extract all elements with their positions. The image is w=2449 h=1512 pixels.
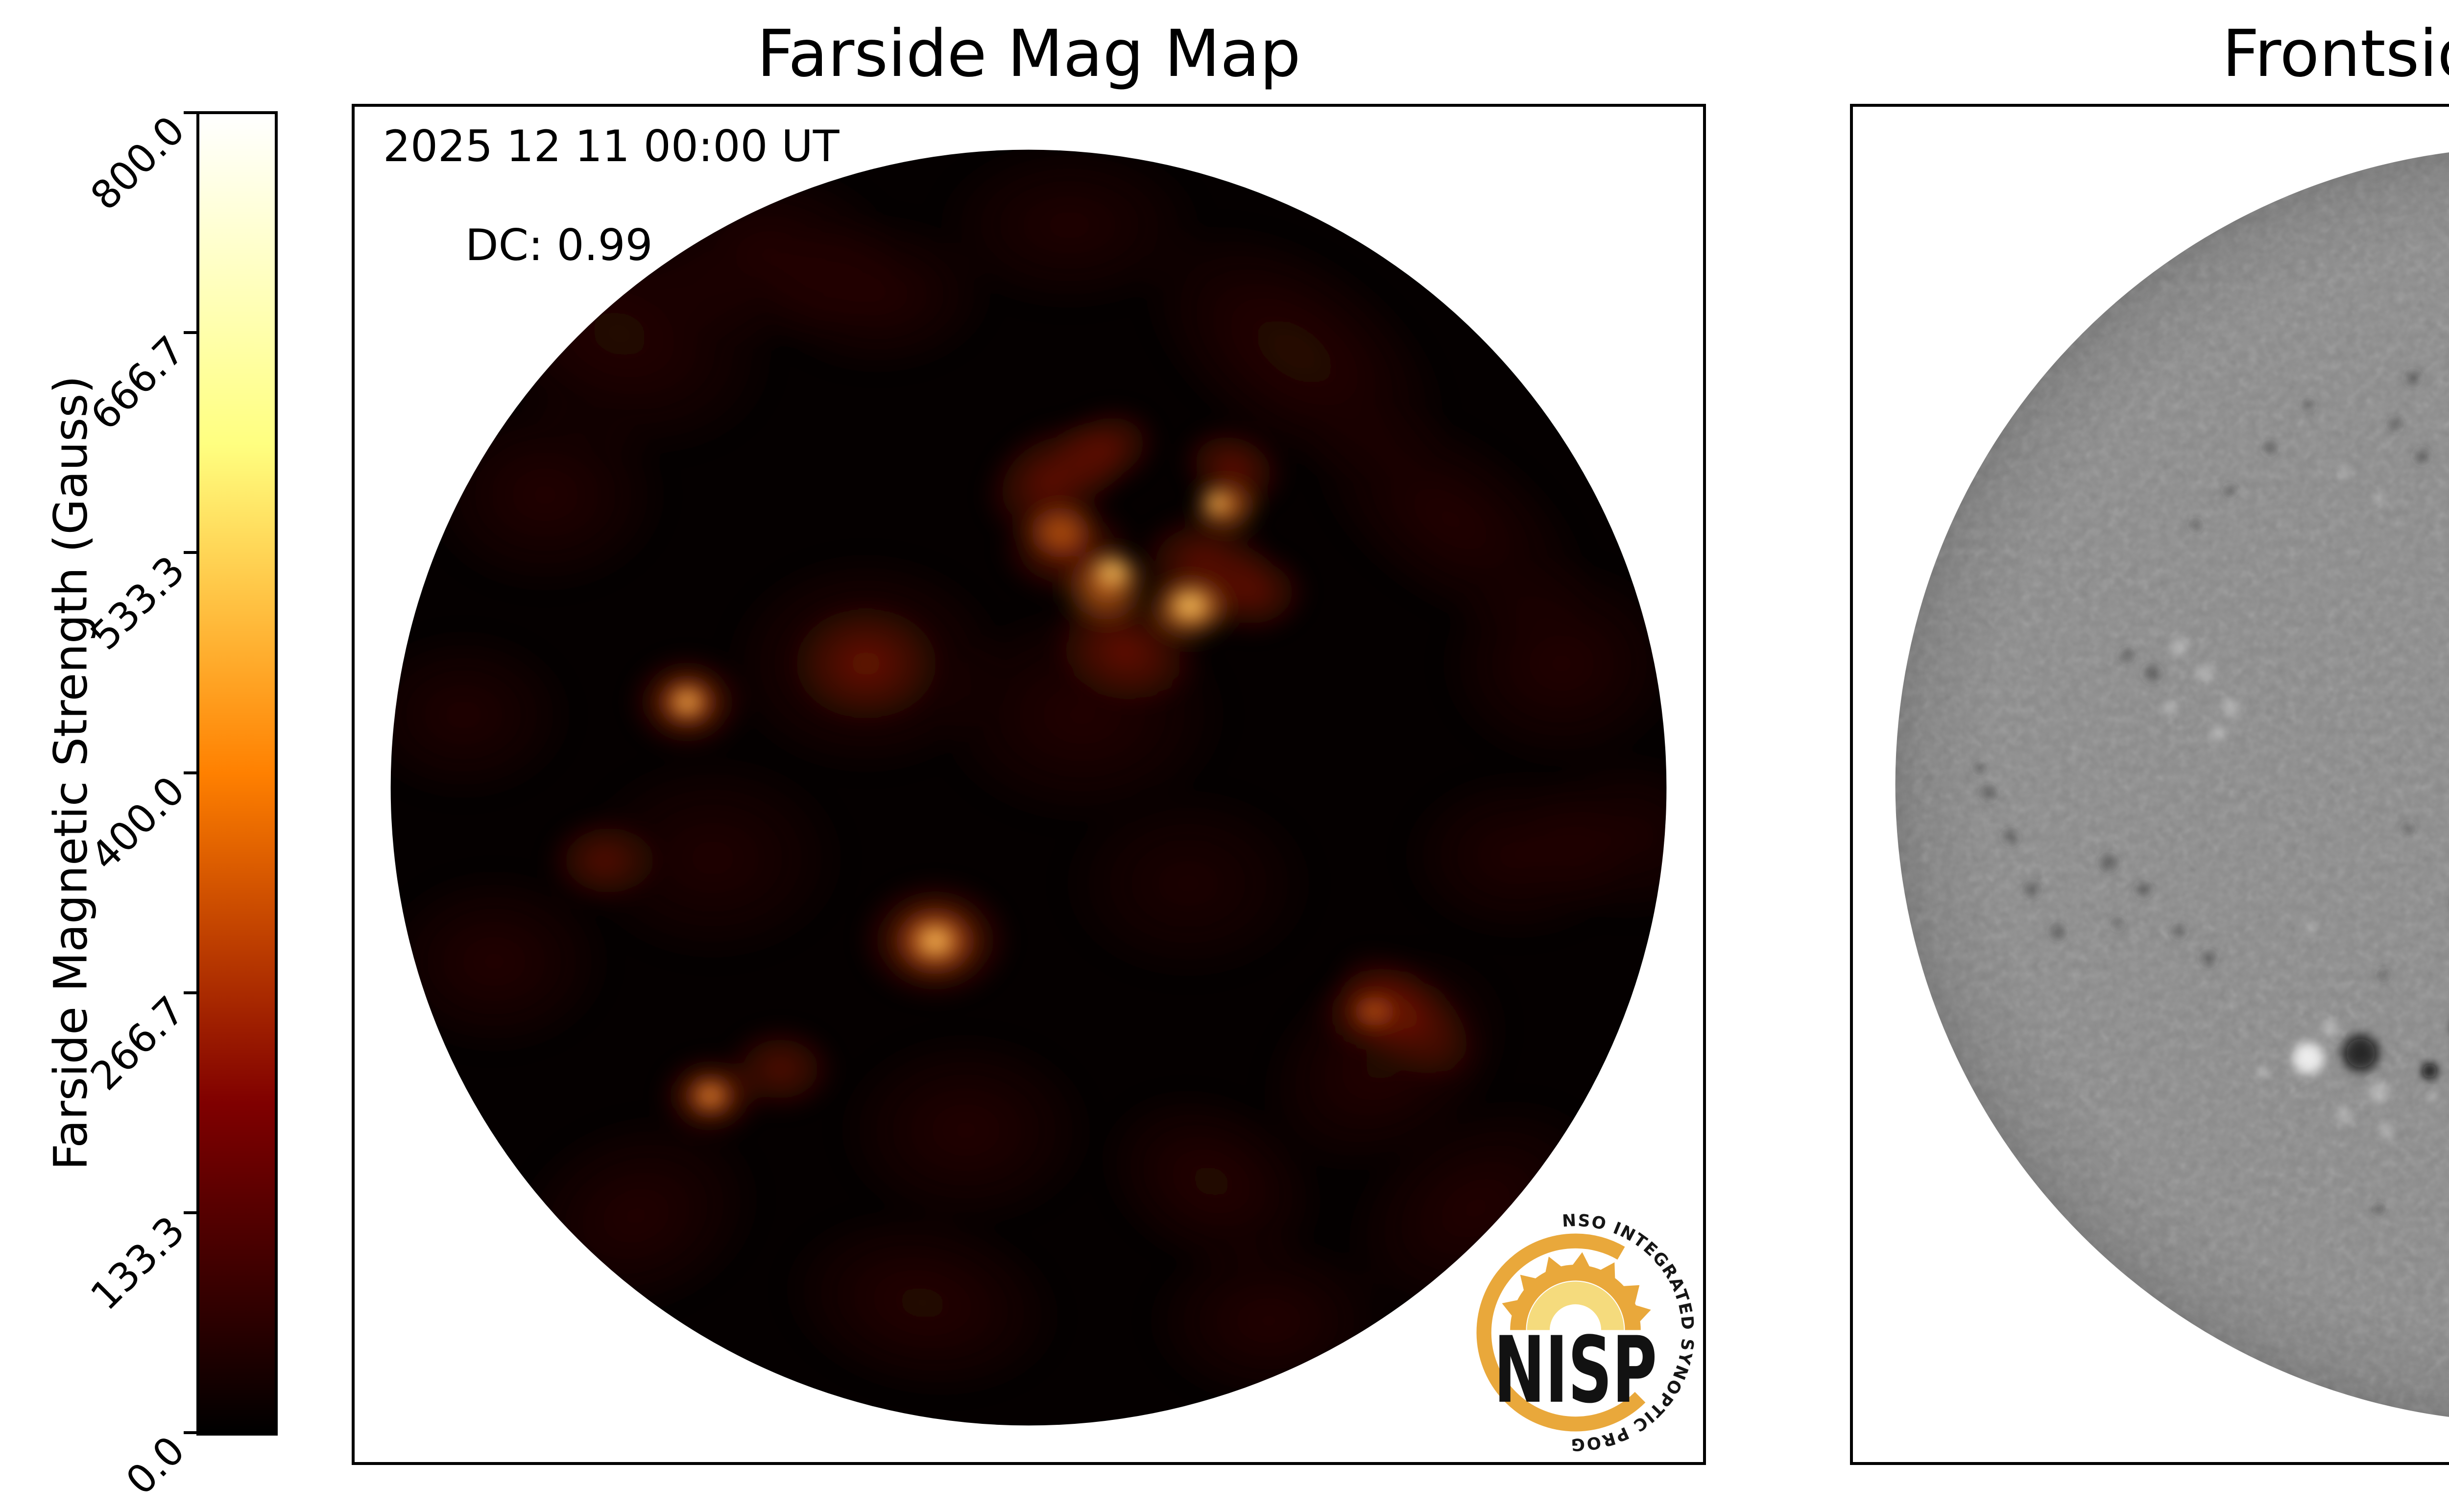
nisp-logo: NISP NSO INTEGRATED SYNOPTIC PROGRAM xyxy=(1452,1209,1697,1454)
magnetic-feature-blob xyxy=(756,211,999,378)
farside-title: Farside Mag Map xyxy=(757,16,1301,92)
magnetic-feature-blob xyxy=(1206,493,1227,512)
logo-gold-ring xyxy=(1476,1233,1675,1432)
frontside-title: Frontside Mag Map xyxy=(2222,16,2449,92)
magnetic-feature-blob xyxy=(1049,403,1162,494)
magnetic-feature-blob xyxy=(789,602,943,725)
magnetic-feature-blob xyxy=(390,865,616,1057)
farside-sun-disk xyxy=(390,149,1667,1426)
colorbar-tick-label: 666.7 xyxy=(82,327,193,439)
colorbar-tick-mark xyxy=(184,771,197,774)
magnetic-feature-blob xyxy=(1022,501,1099,563)
colorbar-tick-mark xyxy=(184,551,197,554)
timestamp-text: 2025 12 11 00:00 UT xyxy=(383,121,840,171)
farside-plot-box: 2025 12 11 00:00 UT DC: 0.99 NISP NSO IN… xyxy=(352,104,1706,1465)
magnetic-feature-blob xyxy=(1395,766,1638,945)
colorbar-tick-label: 800.0 xyxy=(82,107,193,219)
colorbar-tick-label: 400.0 xyxy=(82,767,193,879)
colorbar-tick-mark xyxy=(184,111,197,114)
farside-timestamp-block: 2025 12 11 00:00 UT DC: 0.99 xyxy=(383,121,840,320)
colorbar-tick-label: 0.0 xyxy=(117,1427,193,1504)
frontside-plot-box: NISP NSO INTEGRATED SYNOPTIC PROGRAM xyxy=(1850,104,2449,1465)
magnetic-feature-blob xyxy=(697,1084,723,1107)
colorbar-tick-label: 266.7 xyxy=(82,987,193,1099)
magnetic-feature-blob xyxy=(1350,994,1397,1028)
colorbar-tick-label: 133.3 xyxy=(82,1207,193,1319)
magnetic-feature-blob xyxy=(776,1205,1068,1401)
logo-acronym: NISP xyxy=(1494,1318,1657,1424)
magnetic-feature-blob xyxy=(417,392,673,598)
frontside-limb-shading xyxy=(1896,152,2449,1417)
colorbar-gradient xyxy=(196,111,278,1436)
sun-core-cutout xyxy=(1549,1304,1602,1330)
magnetic-feature-blob xyxy=(921,929,950,953)
magnetic-feature-blob xyxy=(1054,781,1323,986)
sun-flames-icon xyxy=(1502,1252,1651,1330)
colorbar-axis-label: Farside Magnetic Strength (Gauss) xyxy=(44,375,98,1171)
magnetic-feature-blob xyxy=(678,694,696,710)
magnetic-feature-blob xyxy=(832,1028,1101,1233)
magnetic-feature-blob xyxy=(1096,558,1130,585)
magnetic-feature-blob xyxy=(1172,591,1208,619)
duty-cycle-text: DC: 0.99 xyxy=(465,220,653,271)
colorbar-tick-mark xyxy=(184,1431,197,1434)
magnetic-feature-blob xyxy=(1434,554,1667,772)
magnetic-feature-blob xyxy=(390,625,579,804)
colorbar-tick-mark xyxy=(184,1211,197,1214)
colorbar-tick-mark xyxy=(184,331,197,335)
colorbar-tick-label: 533.3 xyxy=(82,547,193,659)
frontside-sun-disk xyxy=(1896,152,2449,1417)
magnetic-feature-blob xyxy=(544,814,662,907)
farside-feature-layer xyxy=(390,149,1667,1411)
colorbar-tick-mark xyxy=(184,991,197,994)
magnetic-feature-blob xyxy=(572,749,854,967)
